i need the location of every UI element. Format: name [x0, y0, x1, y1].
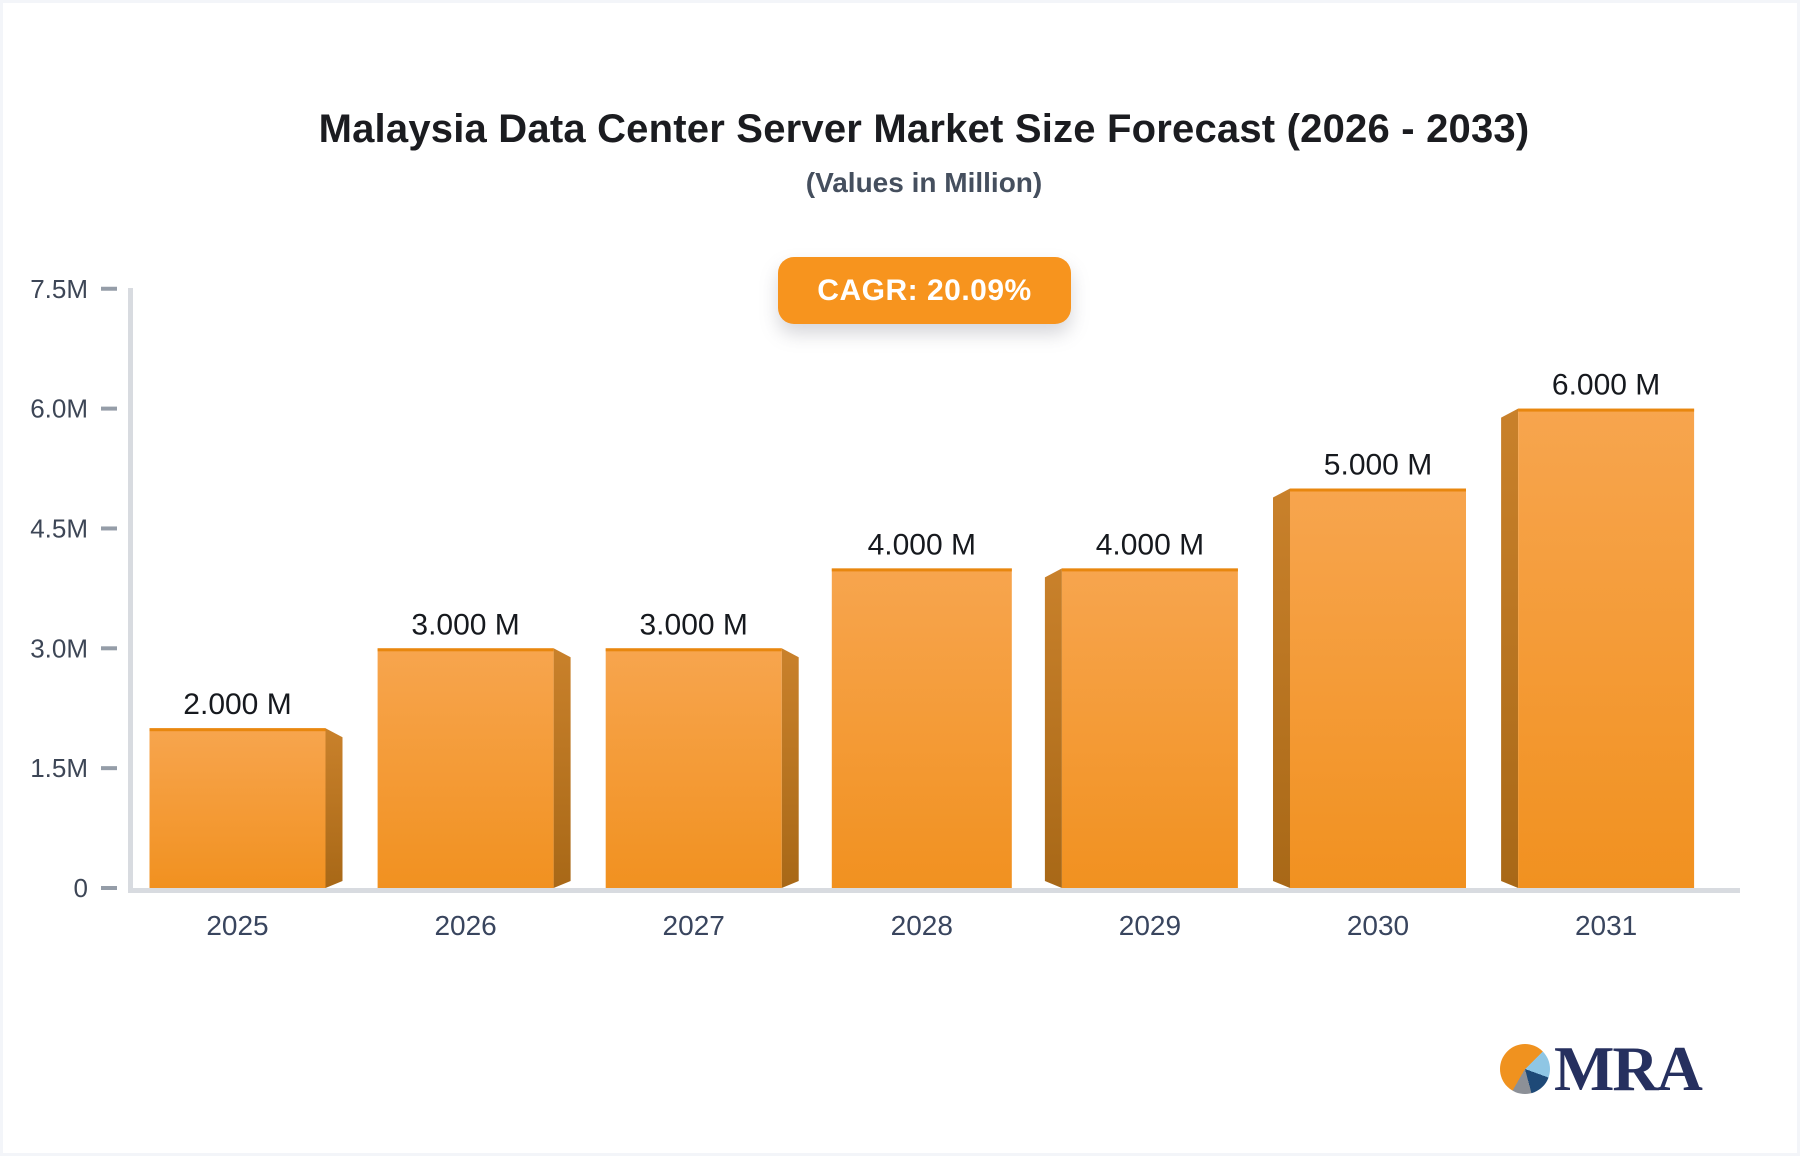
chart-subtitle: (Values in Million): [805, 167, 1043, 198]
bar-value-label: 5.000 M: [1324, 449, 1432, 482]
bar-side-2031: [1501, 408, 1519, 888]
bar-2030: [1290, 488, 1466, 888]
y-tick-label: 4.5M: [30, 513, 88, 543]
bar-side-2029: [1044, 568, 1062, 888]
bar-side-2027: [781, 648, 799, 888]
y-tick-label: 6.0M: [30, 394, 88, 424]
y-tick-label: 7.5M: [30, 274, 88, 304]
bar-top-edge-2029: [1061, 568, 1238, 572]
y-tick-mark: [101, 646, 117, 651]
x-axis-line: [128, 888, 1740, 893]
y-tick-mark: [101, 286, 117, 291]
bar-2025: [149, 728, 326, 888]
bar-value-label: 4.000 M: [1096, 528, 1204, 561]
bar-top-edge-2027: [605, 648, 782, 652]
bar-value-label: 6.000 M: [1552, 369, 1660, 402]
bar-value-label: 3.000 M: [411, 608, 519, 641]
y-tick-label: 3.0M: [30, 633, 88, 663]
bar-2028: [831, 568, 1012, 888]
bar-2026: [377, 648, 554, 888]
x-category-label: 2026: [434, 910, 496, 941]
x-category-label: 2028: [891, 910, 953, 941]
y-tick-mark: [101, 766, 117, 771]
bar-side-2030: [1273, 488, 1290, 888]
bar-top-edge-2025: [149, 728, 326, 732]
x-category-label: 2025: [206, 910, 268, 941]
bar-value-label: 2.000 M: [183, 688, 291, 721]
bar-value-label: 3.000 M: [639, 608, 747, 641]
y-tick-mark: [101, 406, 117, 411]
bar-2031: [1518, 408, 1695, 888]
brand-logo: MRA: [1500, 1033, 1703, 1104]
bar-side-2025: [325, 728, 343, 888]
y-axis-line: [128, 288, 133, 893]
bar-side-2026: [553, 648, 571, 888]
bar-top-edge-2031: [1518, 408, 1695, 412]
bar-2029: [1061, 568, 1238, 888]
x-category-label: 2029: [1119, 910, 1181, 941]
logo-text: MRA: [1554, 1033, 1703, 1104]
bar-2027: [605, 648, 782, 888]
bar-value-label: 4.000 M: [868, 528, 976, 561]
x-category-label: 2031: [1575, 910, 1637, 941]
y-tick-label: 1.5M: [30, 753, 88, 783]
x-category-label: 2027: [663, 910, 725, 941]
bar-top-edge-2026: [377, 648, 554, 652]
logo-pie-icon: [1500, 1044, 1550, 1094]
chart-title: Malaysia Data Center Server Market Size …: [318, 107, 1530, 151]
bar-top-edge-2028: [831, 568, 1012, 572]
y-tick-mark: [101, 526, 117, 531]
y-tick-label: 0: [74, 873, 88, 903]
x-category-label: 2030: [1347, 910, 1409, 941]
cagr-badge: CAGR: 20.09%: [778, 257, 1071, 324]
bar-top-edge-2030: [1290, 488, 1466, 492]
y-tick-mark: [101, 886, 117, 890]
